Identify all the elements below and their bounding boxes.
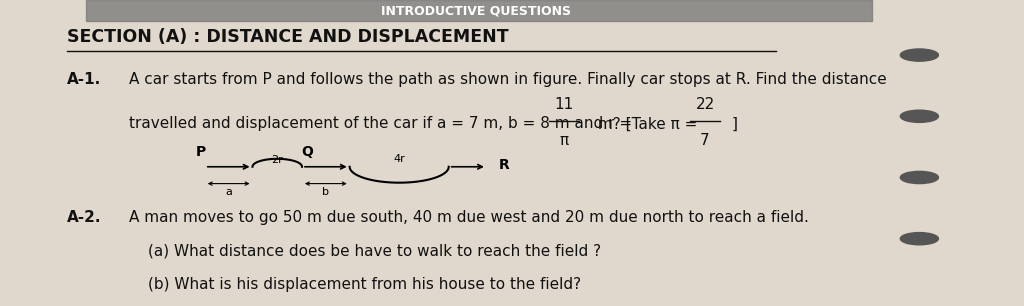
Text: R: R bbox=[499, 158, 509, 172]
Bar bbox=[86, 0, 871, 21]
Text: m? [Take π =: m? [Take π = bbox=[593, 116, 697, 132]
Text: π: π bbox=[559, 133, 568, 148]
Text: SECTION (A) : DISTANCE AND DISPLACEMENT: SECTION (A) : DISTANCE AND DISPLACEMENT bbox=[67, 28, 508, 46]
Text: a: a bbox=[225, 187, 232, 197]
Text: A car starts from P and follows the path as shown in figure. Finally car stops a: A car starts from P and follows the path… bbox=[129, 72, 887, 87]
Text: INTRODUCTIVE QUESTIONS: INTRODUCTIVE QUESTIONS bbox=[381, 4, 571, 17]
Circle shape bbox=[900, 233, 938, 245]
Text: P: P bbox=[196, 145, 206, 159]
Text: 11: 11 bbox=[554, 97, 573, 112]
Text: A-2.: A-2. bbox=[67, 210, 101, 225]
Circle shape bbox=[900, 49, 938, 61]
Text: 4r: 4r bbox=[393, 154, 406, 164]
Text: ]: ] bbox=[732, 116, 737, 132]
Text: 2r: 2r bbox=[271, 155, 283, 165]
Circle shape bbox=[900, 110, 938, 122]
Text: Q: Q bbox=[301, 145, 312, 159]
Text: (a) What distance does be have to walk to reach the field ?: (a) What distance does be have to walk t… bbox=[147, 243, 601, 259]
Text: A man moves to go 50 m due south, 40 m due west and 20 m due north to reach a fi: A man moves to go 50 m due south, 40 m d… bbox=[129, 210, 809, 225]
Circle shape bbox=[900, 171, 938, 184]
Text: 22: 22 bbox=[695, 97, 715, 112]
Text: 7: 7 bbox=[700, 133, 710, 148]
Text: travelled and displacement of the car if a = 7 m, b = 8 m and r =: travelled and displacement of the car if… bbox=[129, 116, 632, 132]
Text: (b) What is his displacement from his house to the field?: (b) What is his displacement from his ho… bbox=[147, 277, 581, 292]
Text: A-1.: A-1. bbox=[67, 72, 101, 87]
Text: b: b bbox=[323, 187, 330, 197]
